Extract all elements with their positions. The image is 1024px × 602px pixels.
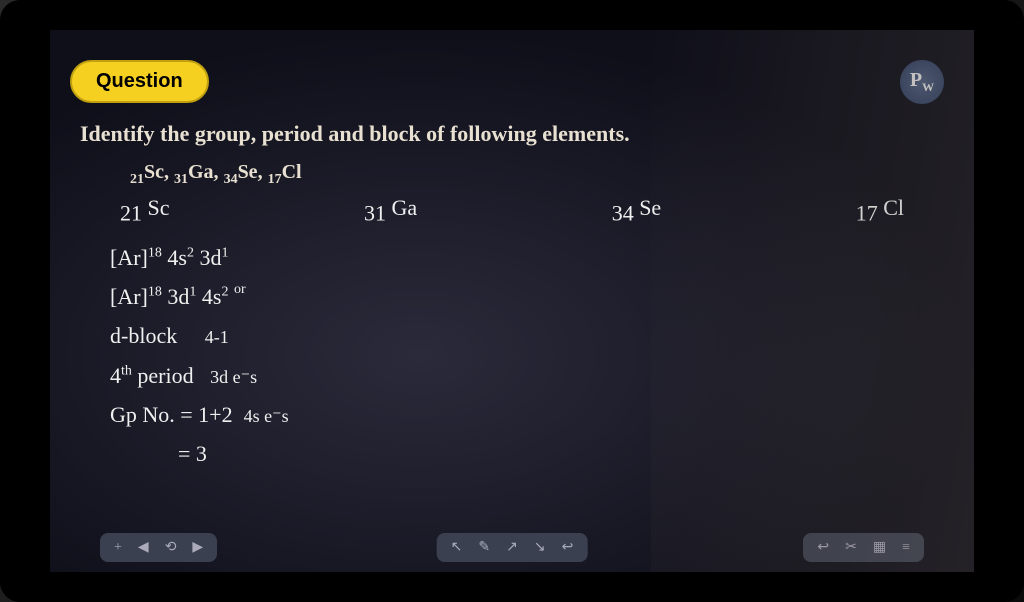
elements-list: 21Sc, 31Ga, 34Se, 17Cl (130, 161, 954, 188)
question-badge: Question (70, 60, 209, 103)
hw-element-sc: 21 Sc (120, 195, 170, 226)
tablet-frame: Question PW Identify the group, period a… (0, 0, 1024, 602)
screen-glare (651, 30, 974, 572)
question-prompt: Identify the group, period and block of … (80, 121, 954, 147)
logo-text: PW (910, 69, 934, 95)
tool-arrow1-icon[interactable]: ↗ (502, 537, 522, 558)
tool-add-icon[interactable]: + (110, 538, 126, 558)
hw-block: d-block 4-1 (110, 318, 289, 353)
tool-next-icon[interactable]: ▶ (188, 537, 207, 558)
hw-element-se: 34 Se (612, 195, 662, 226)
tool-arrow2-icon[interactable]: ↘ (530, 537, 550, 558)
screen: Question PW Identify the group, period a… (50, 30, 974, 572)
brand-logo: PW (900, 60, 944, 104)
tool-menu-icon[interactable]: ≡ (898, 538, 914, 558)
toolbar-left[interactable]: + ◀ ⟲ ▶ (100, 533, 217, 562)
tool-grid-icon[interactable]: ▦ (869, 537, 890, 558)
toolbar-right[interactable]: ↩ ✂ ▦ ≡ (803, 533, 924, 562)
hw-group-result: = 3 (110, 436, 289, 471)
tool-prev-icon[interactable]: ◀ (134, 537, 153, 558)
hw-config-2: [Ar]18 3d1 4s2 or (110, 279, 289, 314)
toolbar-center[interactable]: ↖ ✎ ↗ ↘ ↩ (437, 533, 588, 562)
tool-pen-icon[interactable]: ✎ (474, 537, 494, 558)
hw-element-cl: 17 Cl (856, 195, 904, 226)
tool-reset-icon[interactable]: ⟲ (161, 537, 181, 558)
tool-back-icon[interactable]: ↩ (813, 537, 833, 558)
tool-undo-icon[interactable]: ↩ (558, 537, 578, 558)
hw-element-ga: 31 Ga (364, 195, 417, 226)
hw-or-note: or (234, 282, 246, 297)
hw-group-calc: Gp No. = 1+2 4s e⁻s (110, 397, 289, 432)
hw-config-1: [Ar]18 4s2 3d1 (110, 240, 289, 275)
hw-period: 4th period 3d e⁻s (110, 358, 289, 393)
tool-pointer-icon[interactable]: ↖ (447, 537, 467, 558)
handwritten-work: [Ar]18 4s2 3d1 [Ar]18 3d1 4s2 or d-block… (110, 240, 289, 475)
handwritten-elements-row: 21 Sc 31 Ga 34 Se 17 Cl (120, 195, 904, 226)
tool-cut-icon[interactable]: ✂ (841, 537, 861, 558)
